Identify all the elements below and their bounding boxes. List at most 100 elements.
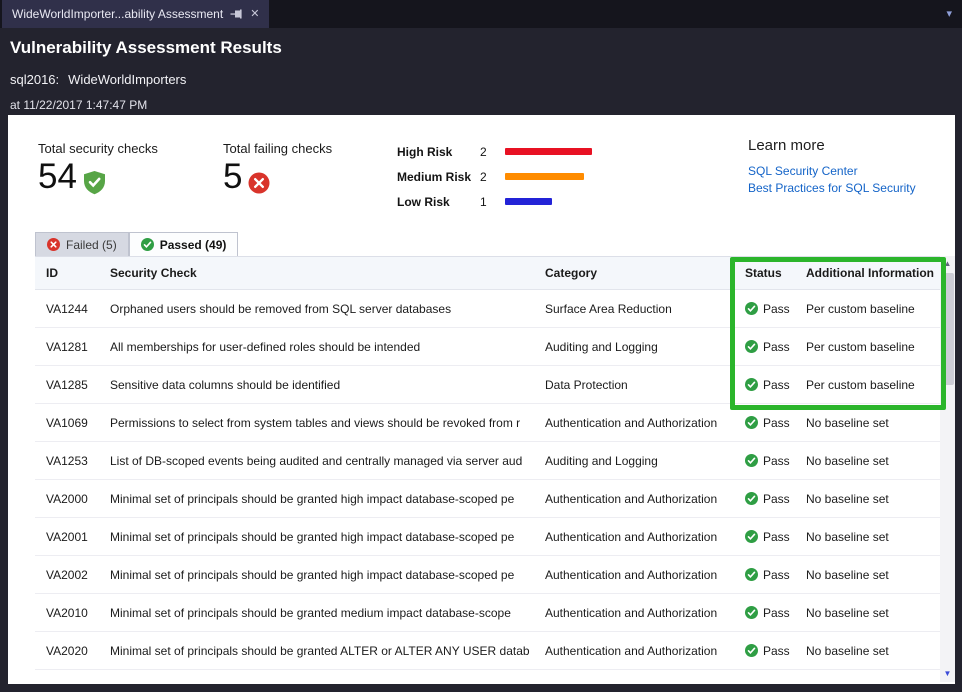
column-header-additional-info[interactable]: Additional Information xyxy=(806,266,934,280)
server-name: sql2016: xyxy=(10,72,60,87)
table-row[interactable]: VA2020 Minimal set of principals should … xyxy=(35,632,940,670)
medium-risk-bar xyxy=(505,173,584,180)
low-risk-bar xyxy=(505,198,552,205)
table-row[interactable]: VA2002 Minimal set of principals should … xyxy=(35,556,940,594)
results-table-header: ID Security Check Category Status Additi… xyxy=(35,256,940,290)
risk-count: 2 xyxy=(480,144,487,159)
row-additional-info: No baseline set xyxy=(806,415,889,430)
row-security-check: Minimal set of principals should be gran… xyxy=(110,491,515,506)
status-text: Pass xyxy=(763,529,790,544)
table-row[interactable]: VA2010 Minimal set of principals should … xyxy=(35,594,940,632)
column-header-status[interactable]: Status xyxy=(745,266,782,280)
tab-failed[interactable]: Failed (5) xyxy=(35,232,129,256)
tab-list-dropdown-icon[interactable]: ▾ xyxy=(946,7,952,20)
table-row[interactable]: VA1244 Orphaned users should be removed … xyxy=(35,290,940,328)
status-text: Pass xyxy=(763,605,790,620)
scan-timestamp: at 11/22/2017 1:47:47 PM xyxy=(10,98,148,112)
pass-icon xyxy=(140,238,154,251)
total-checks-value: 54 xyxy=(38,157,77,196)
summary-section: Total security checks 54 Total failing c… xyxy=(8,115,955,232)
row-status: Pass xyxy=(745,606,806,620)
pass-icon xyxy=(745,606,758,619)
status-text: Pass xyxy=(763,453,790,468)
row-id: VA2010 xyxy=(46,605,88,620)
row-additional-info: No baseline set xyxy=(806,605,889,620)
results-panel: Total security checks 54 Total failing c… xyxy=(8,115,955,684)
row-id: VA2020 xyxy=(46,643,88,658)
table-row[interactable]: VA1281 All memberships for user-defined … xyxy=(35,328,940,366)
status-text: Pass xyxy=(763,491,790,506)
tab-passed[interactable]: Passed (49) xyxy=(128,232,239,256)
row-category: Authentication and Authorization xyxy=(545,415,718,430)
risk-row-medium: Medium Risk 2 xyxy=(397,164,592,189)
row-id: VA1244 xyxy=(46,301,88,316)
status-text: Pass xyxy=(763,567,790,582)
row-category: Authentication and Authorization xyxy=(545,643,718,658)
vertical-scrollbar[interactable]: ▲ ▼ xyxy=(940,256,955,682)
link-best-practices[interactable]: Best Practices for SQL Security xyxy=(748,181,916,195)
column-header-id[interactable]: ID xyxy=(46,266,58,280)
failing-checks-value: 5 xyxy=(223,157,243,196)
learn-more-title: Learn more xyxy=(748,137,825,154)
row-status: Pass xyxy=(745,568,806,582)
row-additional-info: Per custom baseline xyxy=(806,339,915,354)
page-title: Vulnerability Assessment Results xyxy=(10,38,282,57)
row-security-check: Minimal set of principals should be gran… xyxy=(110,643,530,658)
document-tab-bar: WideWorldImporter...ability Assessment ✕… xyxy=(0,0,962,28)
risk-label: Low Risk xyxy=(397,194,450,209)
table-row[interactable]: VA1285 Sensitive data columns should be … xyxy=(35,366,940,404)
row-security-check: Permissions to select from system tables… xyxy=(110,415,521,430)
row-security-check: Orphaned users should be removed from SQ… xyxy=(110,301,452,316)
table-row[interactable]: VA2001 Minimal set of principals should … xyxy=(35,518,940,556)
server-database-line: sql2016: WideWorldImporters xyxy=(10,72,962,87)
risk-label: Medium Risk xyxy=(397,169,472,184)
fail-icon xyxy=(47,238,60,251)
row-security-check: All memberships for user-defined roles s… xyxy=(110,339,421,354)
row-status: Pass xyxy=(745,492,806,506)
row-category: Authentication and Authorization xyxy=(545,567,718,582)
scrollbar-thumb[interactable] xyxy=(941,273,954,385)
row-security-check: Minimal set of principals should be gran… xyxy=(110,529,515,544)
risk-count: 2 xyxy=(480,169,487,184)
status-text: Pass xyxy=(763,339,790,354)
row-additional-info: No baseline set xyxy=(806,453,889,468)
pass-icon xyxy=(745,454,758,467)
close-icon[interactable]: ✕ xyxy=(250,7,260,20)
table-row[interactable]: VA1069 Permissions to select from system… xyxy=(35,404,940,442)
row-security-check: List of DB-scoped events being audited a… xyxy=(110,453,523,468)
row-category: Authentication and Authorization xyxy=(545,491,718,506)
scroll-down-icon[interactable]: ▼ xyxy=(943,669,952,678)
row-additional-info: No baseline set xyxy=(806,567,889,582)
link-sql-security-center[interactable]: SQL Security Center xyxy=(748,164,858,178)
row-status: Pass xyxy=(745,340,806,354)
pass-icon xyxy=(745,378,758,391)
column-header-category[interactable]: Category xyxy=(545,266,598,280)
pass-icon xyxy=(745,644,758,657)
column-header-security-check[interactable]: Security Check xyxy=(110,266,197,280)
table-row[interactable]: VA1253 List of DB-scoped events being au… xyxy=(35,442,940,480)
table-row[interactable]: VA2000 Minimal set of principals should … xyxy=(35,480,940,518)
fail-circle-icon xyxy=(248,172,270,194)
row-status: Pass xyxy=(745,302,806,316)
row-id: VA2000 xyxy=(46,491,88,506)
risk-count: 1 xyxy=(480,194,487,209)
document-tab[interactable]: WideWorldImporter...ability Assessment ✕ xyxy=(2,0,270,28)
pin-icon[interactable] xyxy=(230,8,243,20)
row-additional-info: Per custom baseline xyxy=(806,377,915,392)
row-category: Authentication and Authorization xyxy=(545,529,718,544)
tab-failed-label: Failed (5) xyxy=(66,237,117,252)
status-text: Pass xyxy=(763,643,790,658)
failing-checks-stat: Total failing checks 5 xyxy=(223,141,332,195)
risk-summary-chart: High Risk 2 Medium Risk 2 Low Risk 1 xyxy=(397,139,592,214)
document-tab-title: WideWorldImporter...ability Assessment xyxy=(12,7,224,21)
scroll-up-icon[interactable]: ▲ xyxy=(943,259,952,268)
results-rows: VA1244 Orphaned users should be removed … xyxy=(35,290,940,670)
row-security-check: Minimal set of principals should be gran… xyxy=(110,567,515,582)
result-tabs: Failed (5) Passed (49) xyxy=(35,232,239,256)
row-security-check: Sensitive data columns should be identif… xyxy=(110,377,341,392)
shield-check-icon xyxy=(83,170,106,195)
row-id: VA1069 xyxy=(46,415,88,430)
row-category: Surface Area Reduction xyxy=(545,301,672,316)
row-status: Pass xyxy=(745,416,806,430)
row-security-check: Minimal set of principals should be gran… xyxy=(110,605,511,620)
